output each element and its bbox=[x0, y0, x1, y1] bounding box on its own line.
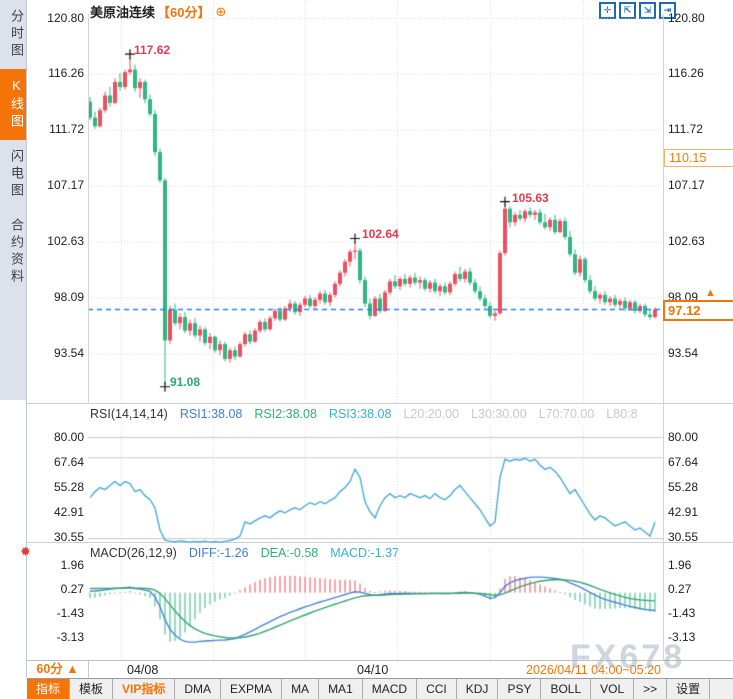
toolbar-item-macd[interactable]: MACD bbox=[362, 679, 418, 699]
price-ytick: 98.09 bbox=[53, 290, 84, 304]
price-ytick: 102.63 bbox=[47, 234, 84, 248]
macd-ytick: -1.43 bbox=[668, 606, 696, 620]
rsi-ytick: 67.64 bbox=[668, 455, 699, 469]
rsi-l80: L80:8 bbox=[606, 407, 638, 421]
indicator-toolbar: 指标 模板 VIP指标 DMA EXPMA MA MA1 MACD CCI KDJ PSY BOLL V… bbox=[27, 678, 733, 699]
rsi-l70: L70:70.00 bbox=[538, 407, 595, 421]
price-ytick: 111.72 bbox=[668, 122, 703, 136]
settlement-price-box: 110.15 bbox=[664, 149, 733, 167]
rsi-ytick: 42.91 bbox=[53, 505, 84, 519]
toolbar-item-template[interactable]: 模板 bbox=[70, 679, 114, 699]
toolbar-item-settings[interactable]: 设置 bbox=[667, 679, 711, 699]
swing-high-label: 102.64 bbox=[362, 227, 399, 241]
toolbar-item-ma[interactable]: MA bbox=[282, 679, 320, 699]
rsi2-value: RSI2:38.08 bbox=[254, 407, 317, 421]
price-ytick: 116.26 bbox=[48, 66, 84, 80]
macd-ytick: -1.43 bbox=[56, 606, 84, 620]
rsi1-value: RSI1:38.08 bbox=[179, 407, 243, 421]
toolbar-item-cci[interactable]: CCI bbox=[417, 679, 457, 699]
price-up-arrow-icon: ▲ bbox=[705, 287, 716, 299]
macd-ytick: 0.27 bbox=[60, 582, 84, 596]
toolbar-item-indicator[interactable]: 指标 bbox=[27, 679, 71, 699]
toolbar-item-expma[interactable]: EXPMA bbox=[221, 679, 283, 699]
price-ytick: 120.80 bbox=[668, 11, 705, 25]
price-ytick: 107.17 bbox=[47, 178, 84, 192]
sidebar: 分时图 K线图闪电图合约资料 bbox=[0, 0, 27, 678]
rsi-l30: L30:30.00 bbox=[471, 407, 527, 421]
price-ytick: 116.26 bbox=[668, 66, 704, 80]
toolbar-item-psy[interactable]: PSY bbox=[498, 679, 542, 699]
price-ytick: 102.63 bbox=[668, 234, 705, 248]
price-ytick: 93.54 bbox=[53, 346, 84, 360]
toolbar-item-more[interactable]: >> bbox=[634, 679, 668, 699]
price-ytick: 111.72 bbox=[49, 122, 84, 136]
last-price-box: 97.12 bbox=[663, 300, 733, 321]
toolbar-item-kdj[interactable]: KDJ bbox=[456, 679, 499, 699]
rsi-ytick: 30.55 bbox=[53, 530, 84, 544]
rsi3-value: RSI3:38.08 bbox=[328, 407, 392, 421]
macd-ytick: 0.27 bbox=[668, 582, 692, 596]
x-axis-date: 04/08 bbox=[127, 663, 159, 677]
sidebar-item-contract-info[interactable]: 合约资料 bbox=[9, 218, 24, 286]
sidebar-item-flash-chart[interactable]: 闪电图 bbox=[9, 149, 24, 200]
x-axis-time-range: 2026/04/11 04:00~05:20 bbox=[526, 663, 661, 677]
burst-icon[interactable]: ✹ bbox=[20, 544, 31, 559]
sidebar-item-kline-chart[interactable]: K线图 bbox=[0, 69, 26, 140]
period-selector-button[interactable]: 60分 ▲ bbox=[27, 661, 89, 678]
swing-high-label-2: 105.63 bbox=[512, 191, 549, 205]
price-ytick: 107.17 bbox=[668, 178, 705, 192]
macd-ytick: 1.96 bbox=[668, 558, 692, 572]
macd-ytick: -3.13 bbox=[56, 630, 84, 644]
rsi-ytick: 67.64 bbox=[53, 455, 84, 469]
rsi-l20: L20:20.00 bbox=[403, 407, 460, 421]
rsi-ytick: 55.28 bbox=[668, 480, 699, 494]
rsi-ytick: 80.00 bbox=[668, 430, 699, 444]
toolbar-item-boll[interactable]: BOLL bbox=[541, 679, 592, 699]
low-price-label: 91.08 bbox=[170, 375, 201, 389]
price-ytick: 120.80 bbox=[47, 11, 84, 25]
rsi-header: RSI(14,14,14) RSI1:38.08 RSI2:38.08 RSI3… bbox=[90, 407, 638, 421]
price-left-axis-line bbox=[88, 14, 89, 403]
toolbar-item-vol[interactable]: VOL bbox=[591, 679, 635, 699]
x-axis-date: 04/10 bbox=[357, 663, 389, 677]
macd-ytick: -3.13 bbox=[668, 630, 696, 644]
rsi-chart-canvas[interactable] bbox=[88, 427, 663, 544]
rsi-ytick: 42.91 bbox=[668, 505, 699, 519]
rsi-ytick: 55.28 bbox=[53, 480, 84, 494]
price-right-axis-line bbox=[663, 14, 664, 660]
peak-price-label: 117.62 bbox=[134, 43, 171, 57]
rsi-params: RSI(14,14,14) bbox=[90, 407, 168, 421]
price-chart-canvas[interactable] bbox=[88, 0, 663, 403]
macd-chart-canvas[interactable] bbox=[88, 548, 663, 660]
rsi-ytick: 30.55 bbox=[668, 530, 699, 544]
panel-separator bbox=[27, 403, 733, 404]
x-axis-row: 60分 ▲ 04/08 04/10 2026/04/11 04:00~05:20 bbox=[27, 660, 733, 678]
toolbar-item-dma[interactable]: DMA bbox=[175, 679, 222, 699]
toolbar-item-vip-indicator[interactable]: VIP指标 bbox=[113, 679, 176, 699]
macd-ytick: 1.96 bbox=[60, 558, 84, 572]
sidebar-background bbox=[0, 0, 26, 400]
rsi-ytick: 80.00 bbox=[53, 430, 84, 444]
sidebar-item-time-chart[interactable]: 分时图 bbox=[9, 9, 24, 60]
price-ytick: 93.54 bbox=[668, 346, 699, 360]
toolbar-item-ma1[interactable]: MA1 bbox=[319, 679, 363, 699]
